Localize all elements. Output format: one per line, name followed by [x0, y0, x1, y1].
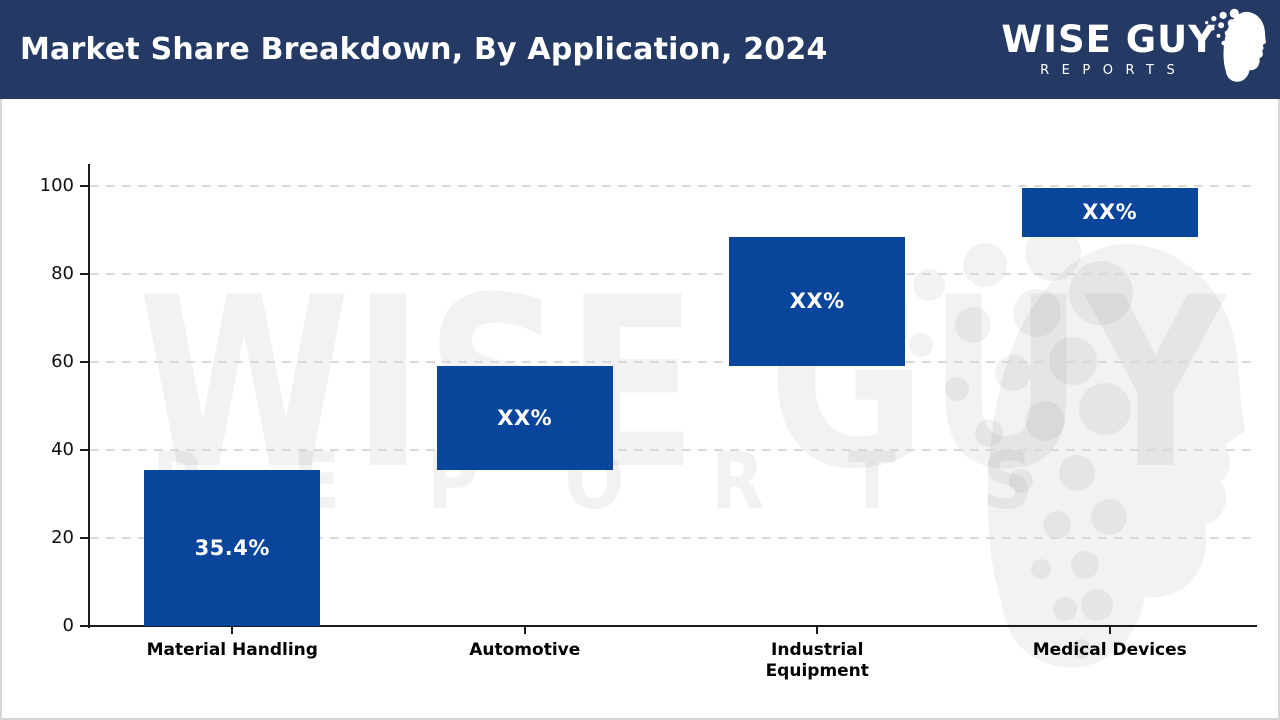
y-tick-label: 80 [51, 263, 74, 284]
chart-area: WISE GUY REPORTS 0 20 40 60 80 100 35.4% Materi… [0, 99, 1280, 720]
y-tick-mark [80, 449, 88, 451]
bar: XX% [436, 366, 613, 471]
logo-wordmark-block: WISE GUY REPORTS [1001, 21, 1216, 78]
x-tick-mark [1108, 627, 1111, 634]
x-category-label: Automotive [469, 640, 581, 660]
gridline [90, 361, 1255, 363]
x-axis-line [88, 625, 1257, 627]
x-category-label: Industrial Equipment [765, 640, 869, 681]
y-tick-mark [80, 185, 88, 187]
y-tick-label: 20 [51, 527, 74, 548]
y-tick-label: 100 [39, 175, 74, 196]
gridline [90, 449, 1255, 451]
logo-wordmark: WISE GUY [1001, 18, 1216, 61]
x-tick-mark [816, 627, 819, 634]
y-tick-mark [80, 537, 88, 539]
x-tick-mark [231, 627, 234, 634]
bar: XX% [1021, 188, 1198, 237]
bar: 35.4% [144, 470, 321, 626]
y-tick-mark [80, 361, 88, 363]
logo-head-icon [1204, 8, 1266, 82]
y-tick-mark [80, 273, 88, 275]
bar-value-label: XX% [789, 289, 845, 314]
x-tick-mark [523, 627, 526, 634]
wiseguy-logo: WISE GUY REPORTS [1001, 8, 1266, 92]
x-category-label: Medical Devices [1032, 640, 1187, 660]
bar: XX% [729, 236, 906, 367]
watermark-wordmark: WISE GUY [138, 248, 1228, 521]
header-bar: Market Share Breakdown, By Application, … [0, 0, 1280, 99]
x-category-label: Material Handling [146, 640, 318, 660]
logo-subtitle: REPORTS [1040, 63, 1188, 78]
y-axis-line [88, 164, 90, 628]
gridline [90, 537, 1255, 539]
gridline [90, 273, 1255, 275]
gridline [90, 185, 1255, 187]
chart-title: Market Share Breakdown, By Application, … [20, 32, 828, 67]
bar-value-label: XX% [1082, 200, 1138, 225]
y-tick-label: 40 [51, 439, 74, 460]
y-tick-label: 0 [62, 615, 74, 636]
y-tick-label: 60 [51, 351, 74, 372]
bar-value-label: XX% [497, 406, 553, 431]
y-tick-mark [80, 625, 88, 627]
bar-value-label: 35.4% [194, 536, 270, 561]
